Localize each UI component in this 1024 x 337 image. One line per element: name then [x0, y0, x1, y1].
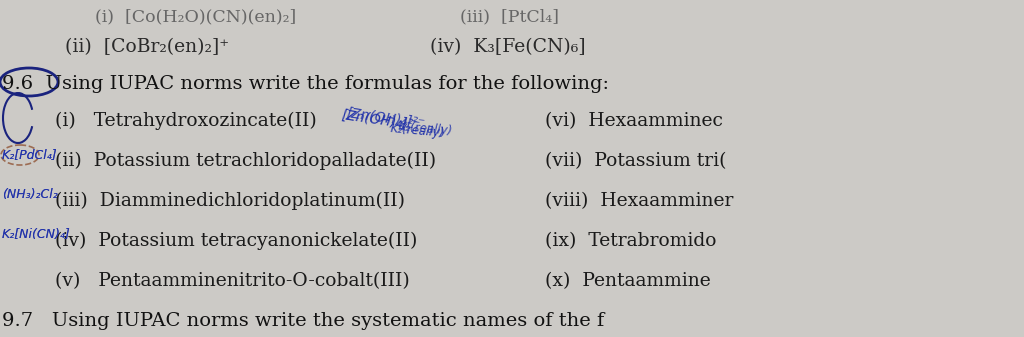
Text: (iv)  Potassium tetracyanonickelate(II): (iv) Potassium tetracyanonickelate(II) [55, 232, 418, 250]
Text: K₂[Ni(CN)₄]: K₂[Ni(CN)₄] [2, 228, 71, 241]
Text: 9.6  Using IUPAC norms write the formulas for the following:: 9.6 Using IUPAC norms write the formulas… [2, 75, 609, 93]
Text: K₂(really): K₂(really) [398, 120, 454, 138]
Text: (iii)  Diamminedichloridoplatinum(II): (iii) Diamminedichloridoplatinum(II) [55, 192, 406, 210]
Text: (viii)  Hexaamminer: (viii) Hexaamminer [545, 192, 733, 210]
Text: (vi)  Hexaamminec: (vi) Hexaamminec [545, 112, 723, 130]
Text: (i)   Tetrahydroxozincate(II): (i) Tetrahydroxozincate(II) [55, 112, 316, 130]
Text: (x)  Pentaammine: (x) Pentaammine [545, 272, 711, 290]
Text: (NH₃)₂Cl₂: (NH₃)₂Cl₂ [2, 188, 57, 201]
Text: (i)  [Co(H₂O)(CN)(en)₂]: (i) [Co(H₂O)(CN)(en)₂] [95, 8, 296, 25]
Text: (NH₃)₂Cl₂: (NH₃)₂Cl₂ [2, 188, 57, 201]
Text: [Zn(OH)₄]²⁻: [Zn(OH)₄]²⁻ [340, 108, 421, 133]
Text: [Zn(OH)₄]²⁻: [Zn(OH)₄]²⁻ [345, 106, 426, 131]
Text: (iii)  [PtCl₄]: (iii) [PtCl₄] [460, 8, 559, 25]
Text: (ii)  Potassium tetrachloridopalladate(II): (ii) Potassium tetrachloridopalladate(II… [55, 152, 436, 170]
Text: (v)   Pentaamminenitrito-O-cobalt(III): (v) Pentaamminenitrito-O-cobalt(III) [55, 272, 410, 290]
Text: (iv)  K₃[Fe(CN)₆]: (iv) K₃[Fe(CN)₆] [430, 38, 586, 56]
Text: K₂[PdCl₄]: K₂[PdCl₄] [2, 148, 57, 161]
Text: K₂(really): K₂(really) [390, 122, 445, 140]
Text: (ii)  [CoBr₂(en)₂]⁺: (ii) [CoBr₂(en)₂]⁺ [65, 38, 229, 56]
Text: 9.7   Using IUPAC norms write the systematic names of the f: 9.7 Using IUPAC norms write the systemat… [2, 312, 604, 330]
Text: K₂[Ni(CN)₄]: K₂[Ni(CN)₄] [2, 228, 71, 241]
Text: K₂[PdCl₄]: K₂[PdCl₄] [2, 148, 57, 161]
Text: (vii)  Potassium tri(: (vii) Potassium tri( [545, 152, 726, 170]
Text: (ix)  Tetrabromido: (ix) Tetrabromido [545, 232, 717, 250]
